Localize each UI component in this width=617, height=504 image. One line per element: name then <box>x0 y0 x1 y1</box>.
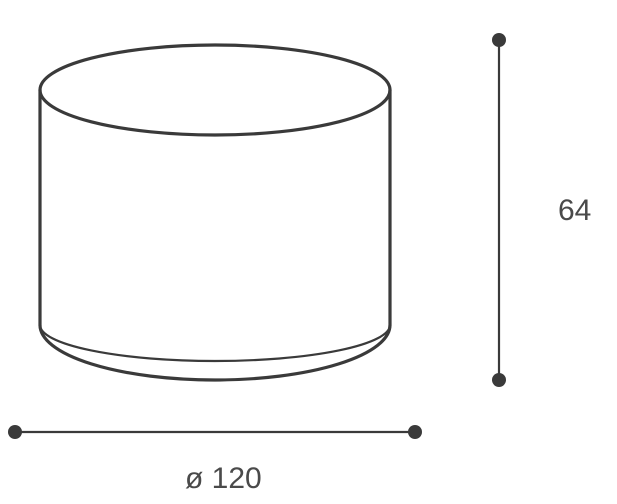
width-dimension: ø 120 <box>8 425 422 495</box>
height-dimension-dot-bottom <box>492 373 506 387</box>
width-dimension-dot-left <box>8 425 22 439</box>
width-dimension-dot-right <box>408 425 422 439</box>
dimension-diagram: ø 120 64 <box>0 0 617 504</box>
cylinder-bottom-outer-arc <box>40 325 390 380</box>
height-label: 64 <box>558 194 591 227</box>
height-dimension-dot-top <box>492 33 506 47</box>
cylinder-top-ellipse <box>40 45 390 135</box>
cylinder-shape <box>40 45 390 380</box>
cylinder-bottom-inner-arc <box>40 325 390 361</box>
diameter-label: ø 120 <box>185 462 262 495</box>
height-dimension: 64 <box>492 33 591 387</box>
